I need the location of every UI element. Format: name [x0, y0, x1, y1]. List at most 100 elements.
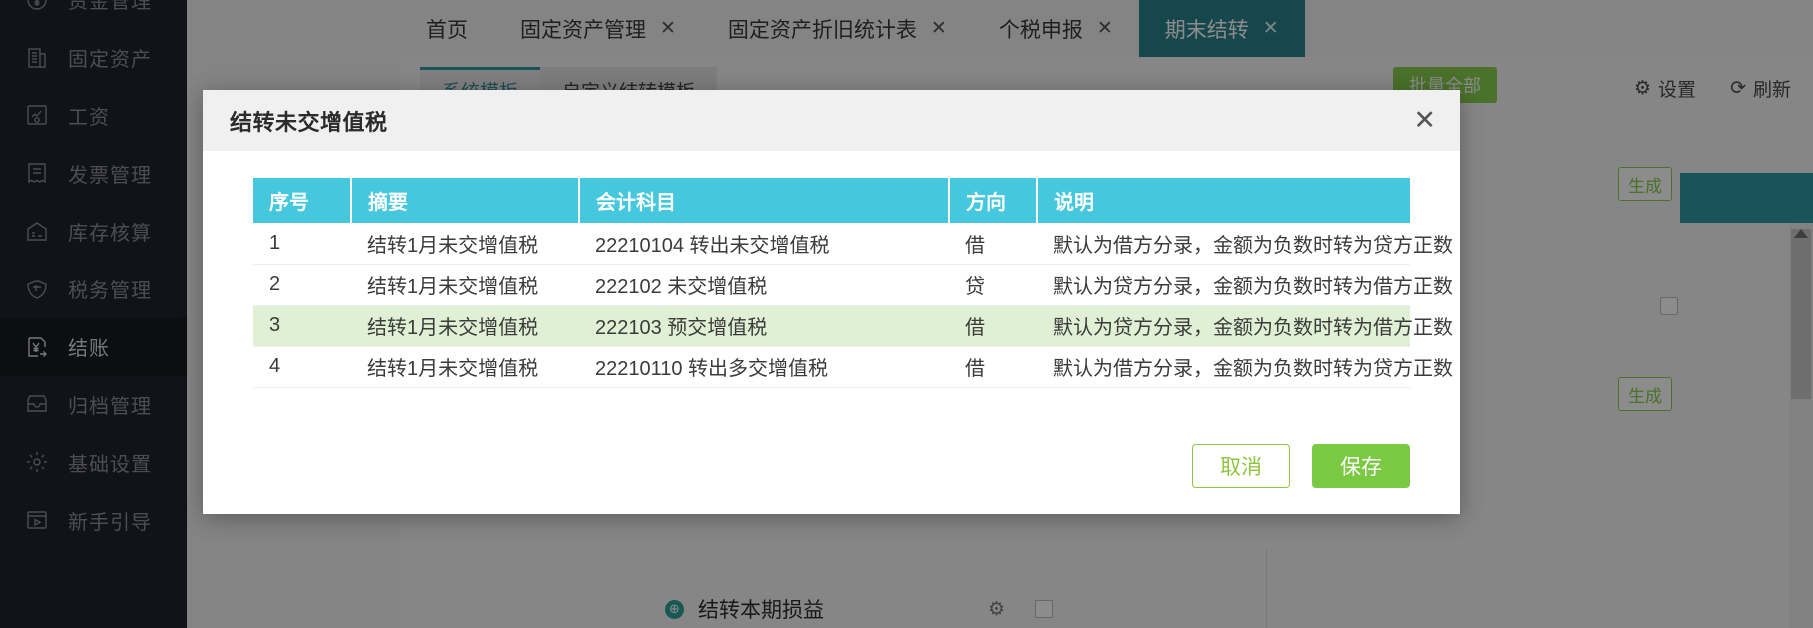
cell-seq: 1	[253, 223, 351, 265]
cell-abstract: 结转1月未交增值税	[351, 346, 579, 388]
cell-desc: 默认为贷方分录，金额为负数时转为借方正数	[1037, 305, 1453, 347]
carryover-list-item[interactable]: ⊕ 结转本期损益 ⚙	[665, 594, 1054, 624]
sidebar-item-guide[interactable]: 新手引导	[0, 491, 187, 549]
table-row[interactable]: 1 结转1月未交增值税 22210104 转出未交增值税 借 默认为借方分录，金…	[253, 223, 1453, 265]
gear-icon: ⚙	[1634, 78, 1652, 99]
cell-direction: 借	[949, 305, 1037, 347]
sidebar-item-label: 资金管理	[68, 0, 152, 14]
sidebar-item-funds[interactable]: 资金管理	[0, 0, 187, 29]
sidebar-item-label: 固定资产	[68, 49, 152, 72]
gear-icon	[24, 449, 50, 475]
settings-button[interactable]: ⚙ 设置	[1634, 75, 1696, 102]
carryover-item-label: 结转本期损益	[698, 599, 824, 622]
sidebar: 资金管理 固定资产 工资 发票管理	[0, 0, 187, 628]
table-row[interactable]: 3 结转1月未交增值税 222103 预交增值税 借 默认为贷方分录，金额为负数…	[253, 305, 1453, 347]
tab-close-icon[interactable]: ✕	[1096, 18, 1113, 39]
sidebar-item-inventory[interactable]: 库存核算	[0, 202, 187, 260]
sidebar-item-salary[interactable]: 工资	[0, 87, 187, 145]
save-label: 保存	[1340, 456, 1382, 479]
tab-period-end-carryover[interactable]: 期末结转 ✕	[1138, 0, 1305, 57]
select-all-bar: 全选 ✕	[1680, 173, 1813, 223]
yen-circle-icon	[24, 0, 50, 13]
table-row[interactable]: 2 结转1月未交增值税 222102 未交增值税 贷 默认为贷方分录，金额为负数…	[253, 264, 1453, 306]
table-body: 1 结转1月未交增值税 22210104 转出未交增值税 借 默认为借方分录，金…	[253, 223, 1453, 388]
tab-depreciation-report[interactable]: 固定资产折旧统计表 ✕	[702, 0, 973, 57]
cell-abstract: 结转1月未交增值税	[351, 223, 579, 265]
cell-direction: 借	[949, 346, 1037, 388]
dialog-body: 序号 摘要 会计科目 方向 说明 1 结转1月未交增值税 22210104 转出…	[203, 151, 1460, 388]
tax-shield-icon	[24, 276, 50, 302]
cancel-label: 取消	[1220, 456, 1262, 479]
dialog-header: 结转未交增值税 ✕	[203, 90, 1460, 151]
play-guide-icon	[24, 507, 50, 533]
sidebar-item-label: 发票管理	[68, 164, 152, 187]
table-head: 序号 摘要 会计科目 方向 说明	[253, 178, 1410, 223]
tab-label: 期末结转	[1164, 18, 1249, 42]
generate-button[interactable]: 生成	[1618, 377, 1672, 411]
invoice-icon	[24, 160, 50, 186]
cell-desc: 默认为贷方分录，金额为负数时转为借方正数	[1037, 264, 1453, 306]
save-button[interactable]: 保存	[1312, 444, 1410, 488]
column-header-desc: 说明	[1037, 178, 1410, 223]
sidebar-item-label: 基础设置	[68, 453, 152, 476]
sidebar-item-label: 库存核算	[68, 222, 152, 245]
tab-label: 个税申报	[998, 18, 1083, 42]
sidebar-item-tax[interactable]: 税务管理	[0, 260, 187, 318]
row-checkbox[interactable]	[1035, 600, 1054, 618]
cell-account: 22210110 转出多交增值税	[579, 346, 949, 388]
refresh-button[interactable]: ⟳ 刷新	[1730, 75, 1791, 102]
gear-icon[interactable]: ⚙	[988, 598, 1006, 620]
payroll-chart-icon	[24, 102, 50, 128]
carryover-unpaid-vat-dialog: 结转未交增值税 ✕ 序号 摘要 会计科目 方向 说明 1 结转1	[203, 90, 1460, 514]
cell-desc: 默认为借方分录，金额为负数时转为贷方正数	[1037, 346, 1453, 388]
sidebar-item-label: 归档管理	[68, 395, 152, 418]
content-toolbar: ⚙ 设置 ⟳ 刷新	[1634, 75, 1791, 102]
refresh-icon: ⟳	[1730, 78, 1746, 99]
close-icon[interactable]: ✕	[1413, 105, 1436, 135]
tab-label: 固定资产折旧统计表	[727, 18, 917, 42]
cell-desc: 默认为借方分录，金额为负数时转为贷方正数	[1037, 223, 1453, 265]
table-row[interactable]: 4 结转1月未交增值税 22210110 转出多交增值税 借 默认为借方分录，金…	[253, 346, 1453, 388]
cell-abstract: 结转1月未交增值税	[351, 305, 579, 347]
sidebar-item-label: 工资	[68, 106, 110, 129]
settings-label: 设置	[1658, 80, 1697, 101]
column-header-seq: 序号	[253, 178, 352, 223]
sidebar-item-settle[interactable]: 结账	[0, 317, 187, 376]
generate-button[interactable]: 生成	[1618, 167, 1672, 201]
tab-fixed-asset-mgmt[interactable]: 固定资产管理 ✕	[494, 0, 702, 57]
sidebar-item-fixed-assets[interactable]: 固定资产	[0, 29, 187, 87]
sidebar-item-archive[interactable]: 归档管理	[0, 376, 187, 434]
generate-label: 生成	[1628, 176, 1662, 196]
tab-label: 首页	[426, 18, 468, 42]
cell-account: 22210104 转出未交增值税	[579, 223, 949, 265]
generate-label: 生成	[1628, 386, 1662, 406]
row-checkbox[interactable]	[1660, 297, 1678, 315]
sidebar-item-label: 结账	[68, 338, 110, 361]
tab-income-tax-filing[interactable]: 个税申报 ✕	[973, 0, 1139, 57]
sidebar-item-basic-settings[interactable]: 基础设置	[0, 433, 187, 491]
cell-seq: 2	[253, 264, 351, 306]
column-header-direction: 方向	[949, 178, 1038, 223]
warehouse-icon	[24, 218, 50, 244]
tab-home[interactable]: 首页	[400, 0, 494, 57]
status-badge-icon: ⊕	[665, 599, 684, 619]
table-header-row: 序号 摘要 会计科目 方向 说明	[253, 178, 1410, 223]
content-scrollbar-thumb[interactable]	[1791, 229, 1811, 399]
tab-close-icon[interactable]: ✕	[930, 18, 947, 39]
cancel-button[interactable]: 取消	[1192, 444, 1290, 488]
cell-account: 222102 未交增值税	[579, 264, 949, 306]
refresh-label: 刷新	[1752, 80, 1791, 101]
entry-table: 序号 摘要 会计科目 方向 说明 1 结转1月未交增值税 22210104 转出…	[253, 178, 1453, 388]
content-scroll-up-icon[interactable]	[1794, 229, 1808, 238]
building-icon	[24, 45, 50, 71]
dialog-title: 结转未交增值税	[230, 109, 388, 135]
column-header-account: 会计科目	[579, 178, 950, 223]
tab-close-icon[interactable]: ✕	[660, 18, 676, 39]
tab-bar: 首页 固定资产管理 ✕ 固定资产折旧统计表 ✕ 个税申报 ✕ 期末结转 ✕	[400, 0, 1813, 57]
cell-seq: 3	[253, 305, 351, 347]
tab-close-icon[interactable]: ✕	[1262, 18, 1279, 39]
sidebar-item-invoice[interactable]: 发票管理	[0, 144, 187, 202]
sidebar-item-label: 税务管理	[68, 280, 152, 303]
tab-label: 固定资产管理	[520, 18, 646, 42]
